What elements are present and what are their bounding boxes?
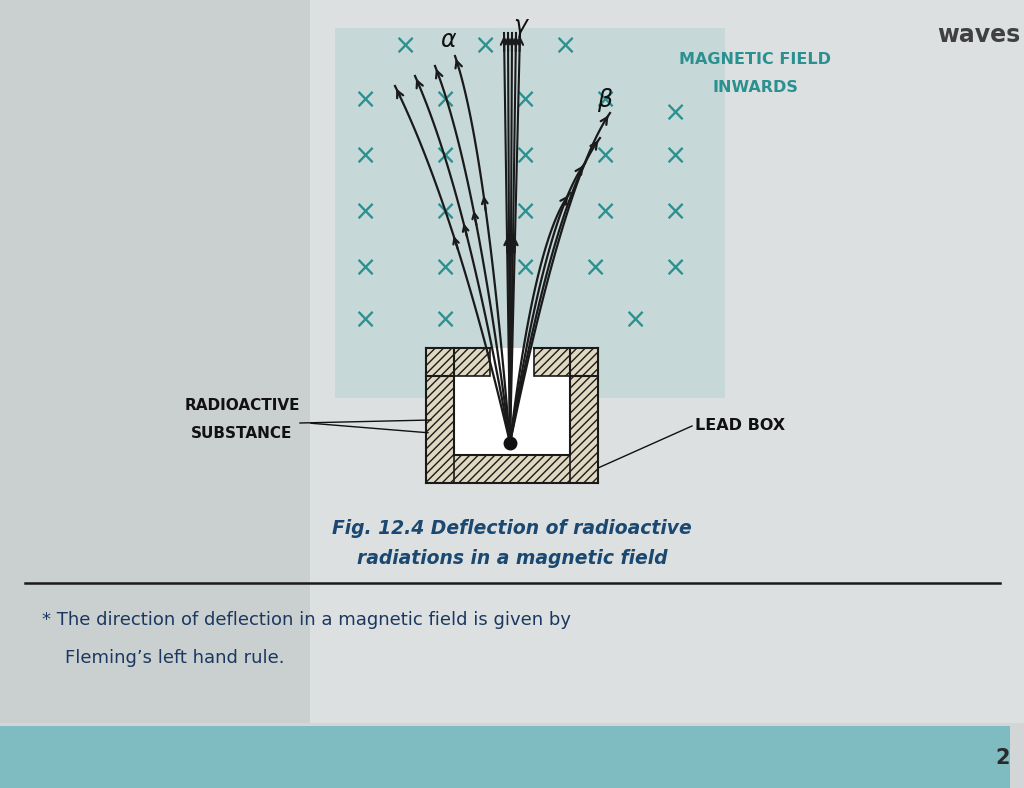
Bar — [0, 726, 1010, 788]
Text: ×: × — [393, 32, 417, 60]
Text: ×: × — [433, 142, 457, 170]
Text: ×: × — [353, 254, 377, 282]
Text: LEAD BOX: LEAD BOX — [695, 418, 785, 433]
Text: 2: 2 — [995, 748, 1010, 768]
Text: ×: × — [353, 198, 377, 226]
Text: ×: × — [584, 254, 606, 282]
Text: ×: × — [593, 198, 616, 226]
Text: ×: × — [433, 198, 457, 226]
Bar — [310, 0, 1024, 723]
Bar — [335, 28, 725, 398]
Bar — [570, 348, 598, 483]
Text: ×: × — [664, 99, 687, 127]
Text: ×: × — [433, 86, 457, 114]
Text: ×: × — [353, 86, 377, 114]
Text: ×: × — [513, 198, 537, 226]
Bar — [534, 348, 598, 376]
Text: ×: × — [473, 32, 497, 60]
Text: ×: × — [624, 306, 646, 334]
Text: ×: × — [553, 32, 577, 60]
Text: * The direction of deflection in a magnetic field is given by: * The direction of deflection in a magne… — [42, 611, 571, 629]
Text: ×: × — [664, 198, 687, 226]
Text: ×: × — [513, 142, 537, 170]
Text: α: α — [440, 28, 456, 52]
Text: radiations in a magnetic field: radiations in a magnetic field — [356, 548, 668, 567]
Text: SUBSTANCE: SUBSTANCE — [191, 426, 293, 440]
Bar — [426, 455, 598, 483]
Text: ×: × — [664, 142, 687, 170]
Text: ×: × — [513, 254, 537, 282]
Text: γ: γ — [513, 14, 527, 38]
Bar — [426, 348, 454, 483]
Text: ×: × — [433, 306, 457, 334]
Text: ×: × — [593, 86, 616, 114]
Bar — [426, 348, 490, 376]
Text: waves: waves — [937, 23, 1020, 47]
Text: ×: × — [353, 142, 377, 170]
Text: INWARDS: INWARDS — [712, 80, 798, 95]
Text: MAGNETIC FIELD: MAGNETIC FIELD — [679, 53, 831, 68]
Text: β: β — [597, 88, 612, 112]
Text: ×: × — [433, 254, 457, 282]
Text: RADIOACTIVE: RADIOACTIVE — [184, 399, 300, 414]
Text: ×: × — [593, 142, 616, 170]
Text: ×: × — [513, 86, 537, 114]
Text: ×: × — [353, 306, 377, 334]
Text: ×: × — [664, 254, 687, 282]
Bar — [0, 0, 310, 723]
Bar — [454, 348, 570, 455]
Text: Fleming’s left hand rule.: Fleming’s left hand rule. — [65, 649, 285, 667]
Text: Fig. 12.4 Deflection of radioactive: Fig. 12.4 Deflection of radioactive — [332, 519, 692, 537]
